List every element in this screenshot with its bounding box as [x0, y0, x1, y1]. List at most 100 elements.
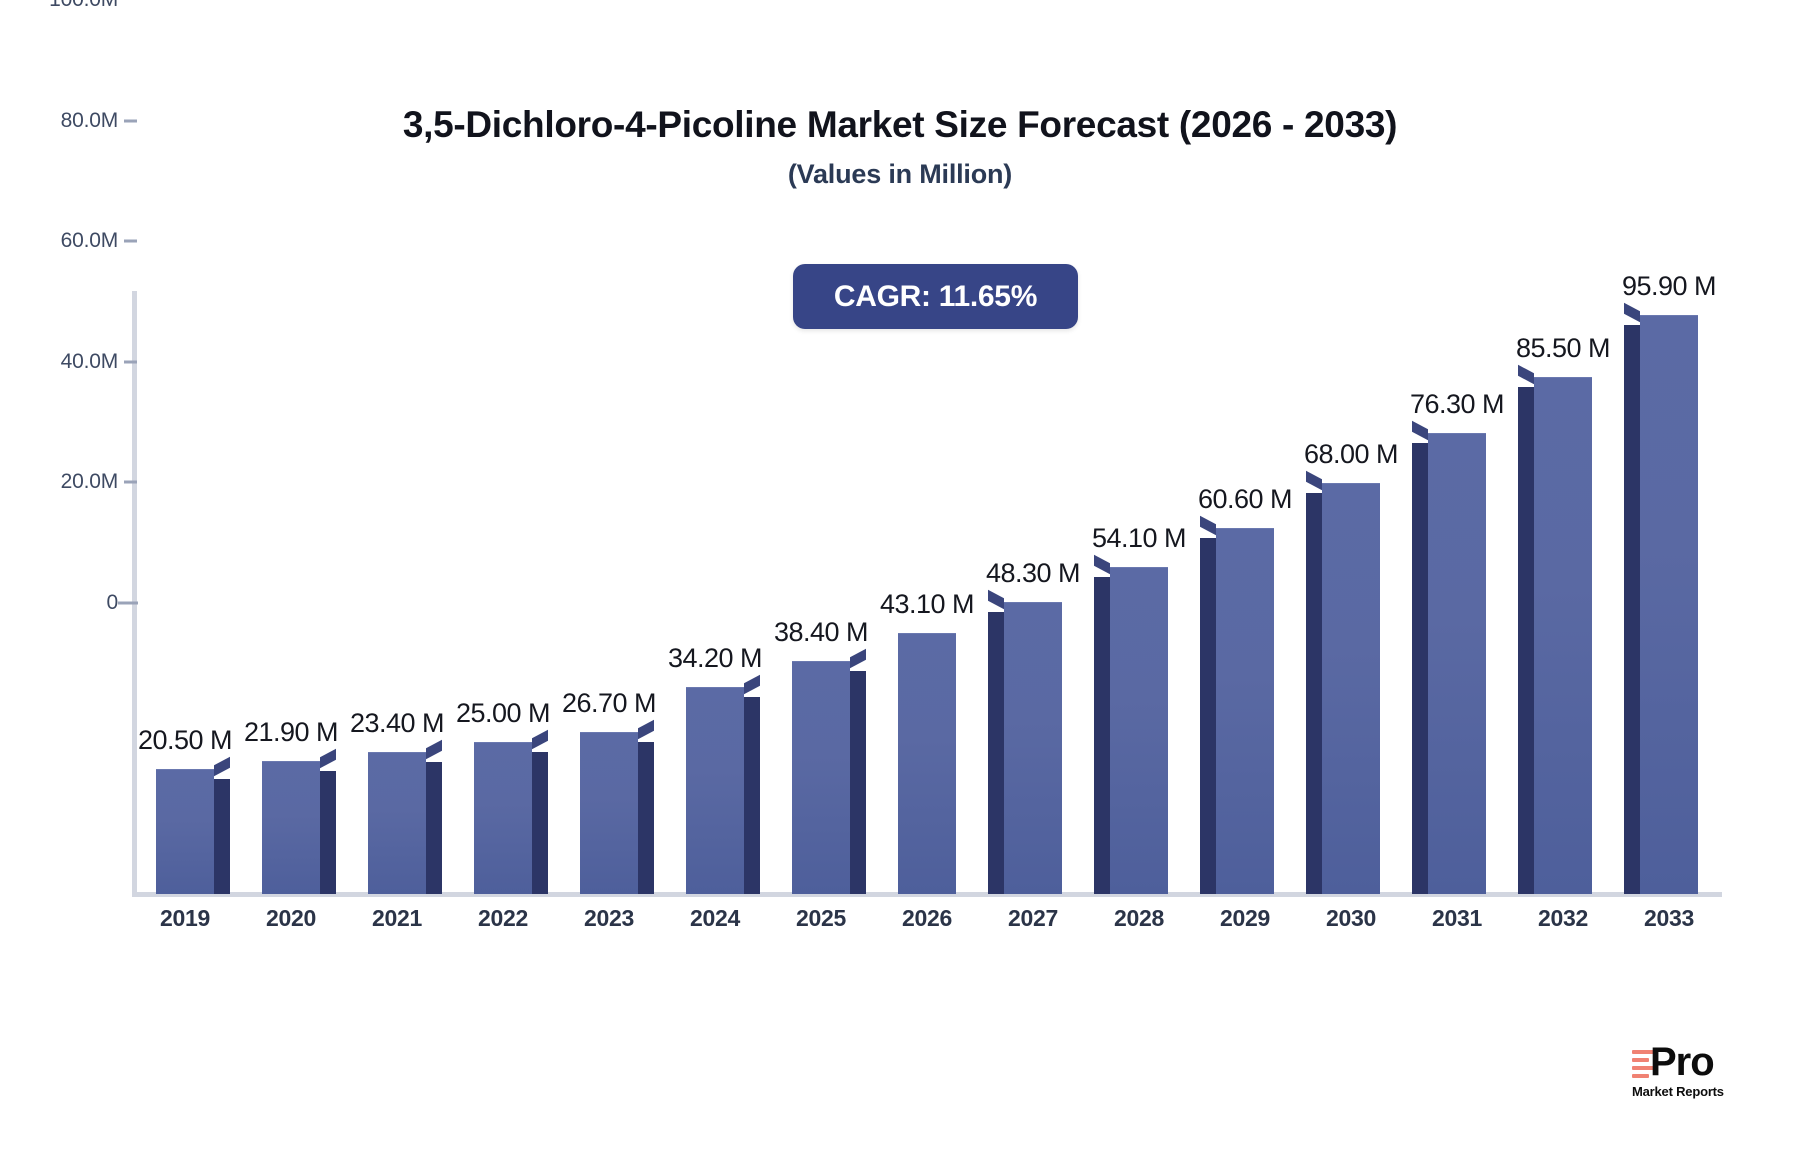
- bar-value-label: 26.70 M: [561, 688, 657, 718]
- bar-front-face: [898, 633, 956, 894]
- bar-side-face: [426, 761, 442, 894]
- bar-column[interactable]: 60.60 M: [1192, 291, 1298, 894]
- bar-series: 20.50 M 21.90 M 23.40 M 25.00 M 26.70 M 34.20…: [132, 271, 1722, 894]
- bar-side-face: [320, 770, 336, 894]
- page-title: 3,5-Dichloro-4-Picoline Market Size Fore…: [402, 104, 1398, 145]
- bar-column[interactable]: 48.30 M: [980, 291, 1086, 894]
- bar-front-face: [262, 760, 320, 894]
- x-axis-tick-label: 2029: [1220, 905, 1270, 931]
- y-axis-tick-mark: [124, 239, 137, 243]
- bar-value-label: 34.20 M: [667, 642, 763, 673]
- bar-side-face: [744, 696, 760, 894]
- bar-front-face: [474, 742, 532, 894]
- bar-value-label: 23.40 M: [349, 707, 445, 738]
- y-axis-tick-label: 60.0M: [60, 229, 119, 253]
- x-axis-tick-label: 2026: [902, 905, 952, 931]
- x-axis-labels: 2019 2020 2021 2022 2023 2024 2025 2026 2027 2028…: [132, 905, 1722, 945]
- bar-top-face: [1624, 302, 1640, 322]
- bar-front-face: [156, 769, 214, 894]
- x-axis-tick-label: 2019: [160, 905, 210, 931]
- bar-side-face: [214, 779, 230, 894]
- bar-column[interactable]: 20.50 M: [132, 291, 238, 894]
- bar-side-face: [1094, 576, 1110, 894]
- bar-value-label: 48.30 M: [985, 557, 1081, 588]
- bar-column[interactable]: 76.30 M: [1404, 291, 1510, 894]
- bar-side-face: [1306, 492, 1322, 894]
- y-axis-ticks: 0 20.0M 40.0M 60.0M 80.0M 100.0M: [0, 0, 138, 614]
- y-axis-tick-label: 100.0M: [49, 0, 118, 12]
- x-axis-tick-label: 2023: [584, 905, 634, 931]
- x-axis-tick-label: 2033: [1644, 905, 1694, 931]
- bar-front-face: [1534, 377, 1592, 894]
- y-axis-tick-label: 40.0M: [60, 349, 119, 373]
- y-axis-tick-mark: [124, 480, 137, 484]
- x-axis-tick-label: 2030: [1326, 905, 1376, 931]
- x-axis-tick-label: 2025: [796, 905, 846, 931]
- bar-column[interactable]: 95.90 M: [1616, 271, 1722, 894]
- bar-value-label: 85.50 M: [1515, 333, 1611, 364]
- bar-column[interactable]: 54.10 M: [1086, 291, 1192, 894]
- bar-top-face: [1094, 554, 1110, 575]
- bar-side-face: [532, 752, 548, 894]
- bar-top-face: [1200, 515, 1216, 535]
- x-axis-tick-label: 2024: [690, 905, 740, 931]
- bar-top-face: [214, 757, 230, 777]
- x-axis-tick-label: 2032: [1538, 905, 1588, 931]
- bar-column[interactable]: 38.40 M: [768, 291, 874, 894]
- bar-value-label: 95.90 M: [1621, 270, 1717, 301]
- bar-front-face: [1216, 527, 1274, 894]
- cagr-badge: CAGR: 11.65%: [793, 264, 1078, 329]
- logo-name: Pro: [1650, 1040, 1715, 1084]
- bar-column[interactable]: 26.70 M: [556, 291, 662, 894]
- bar-column[interactable]: 43.10 M: [874, 291, 980, 894]
- bar-value-label: 21.90 M: [243, 716, 339, 747]
- bar-column[interactable]: 34.20 M: [662, 291, 768, 894]
- bar-front-face: [1322, 482, 1380, 894]
- bar-column[interactable]: 23.40 M: [344, 291, 450, 894]
- x-axis-line: [132, 892, 1722, 897]
- bar-top-face: [532, 729, 548, 750]
- page-subtitle: (Values in Million): [787, 158, 1013, 189]
- bar-top-face: [638, 719, 654, 740]
- bar-value-label: 76.30 M: [1409, 388, 1505, 419]
- bar-front-face: [792, 661, 850, 894]
- bar-value-label: 60.60 M: [1197, 483, 1293, 514]
- bar-side-face: [1412, 442, 1428, 894]
- bar-top-face: [426, 739, 442, 760]
- y-axis-tick-mark: [124, 360, 137, 364]
- bar-value-label: 20.50 M: [137, 725, 233, 756]
- bar-column[interactable]: 21.90 M: [238, 291, 344, 894]
- bar-top-face: [988, 589, 1004, 610]
- bar-front-face: [368, 751, 426, 894]
- bar-top-face: [850, 649, 866, 669]
- y-axis-tick-label: 20.0M: [60, 470, 119, 494]
- bar-value-label: 68.00 M: [1303, 438, 1399, 469]
- bar-side-face: [988, 611, 1004, 894]
- bar-front-face: [686, 686, 744, 894]
- x-axis-tick-label: 2027: [1008, 905, 1058, 931]
- bar-front-face: [580, 732, 638, 894]
- bar-front-face: [1428, 432, 1486, 894]
- bar-column[interactable]: 68.00 M: [1298, 291, 1404, 894]
- bar-side-face: [638, 742, 654, 894]
- bar-side-face: [1518, 387, 1534, 894]
- bar-side-face: [1200, 537, 1216, 894]
- bar-top-face: [1518, 365, 1534, 385]
- y-axis-tick-label: 80.0M: [60, 108, 119, 132]
- y-axis-tick-mark: [118, 601, 138, 605]
- cagr-badge-label: CAGR: 11.65%: [833, 279, 1038, 313]
- x-axis-tick-label: 2021: [372, 905, 422, 931]
- bar-column[interactable]: 85.50 M: [1510, 291, 1616, 894]
- x-axis-tick-label: 2028: [1114, 905, 1164, 931]
- bar-top-face: [1412, 420, 1428, 441]
- title-block: 3,5-Dichloro-4-Picoline Market Size Fore…: [0, 104, 1800, 190]
- y-axis-line: [132, 291, 137, 894]
- bar-front-face: [1640, 314, 1698, 894]
- bar-front-face: [1110, 566, 1168, 894]
- x-axis-tick-label: 2031: [1432, 905, 1482, 931]
- bar-front-face: [1004, 601, 1062, 894]
- bar-column[interactable]: 25.00 M: [450, 291, 556, 894]
- bar-value-label: 25.00 M: [455, 698, 551, 729]
- bar-top-face: [1306, 470, 1322, 491]
